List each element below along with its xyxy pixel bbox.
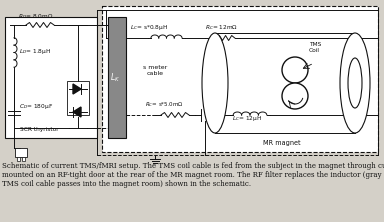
Text: $R_D$= 8.0m$\Omega$: $R_D$= 8.0m$\Omega$ [18, 12, 53, 21]
Text: Schematic of current TMS/fMRI setup. The TMS coil cable is fed from the subject : Schematic of current TMS/fMRI setup. The… [2, 162, 384, 170]
Text: s meter
cable: s meter cable [143, 65, 167, 76]
Text: $L_C$= s*0.8μH: $L_C$= s*0.8μH [130, 23, 168, 32]
Bar [22, 157, 25, 161]
Bar [17, 157, 20, 161]
Bar [5, 17, 97, 138]
Polygon shape [73, 84, 81, 94]
Text: SCR thyristor: SCR thyristor [20, 127, 59, 132]
Text: TMS coil cable passes into the magnet room) shown in the schematic.: TMS coil cable passes into the magnet ro… [2, 180, 251, 188]
Text: mounted on an RF-tight door at the rear of the MR magnet room. The RF filter rep: mounted on an RF-tight door at the rear … [2, 171, 384, 179]
Text: $L_K$: $L_K$ [110, 71, 120, 84]
Bar [102, 6, 378, 152]
Bar [108, 17, 126, 138]
Text: $R_C$= s*5.0m$\Omega$: $R_C$= s*5.0m$\Omega$ [145, 100, 184, 109]
Bar [15, 148, 27, 157]
Text: TMS
Coil: TMS Coil [309, 42, 321, 53]
Ellipse shape [340, 33, 370, 133]
Text: $C_m$: $C_m$ [207, 111, 216, 120]
Text: $C_D$= 180μF: $C_D$= 180μF [19, 102, 53, 111]
Polygon shape [73, 107, 81, 117]
Circle shape [282, 57, 308, 83]
Text: MR magnet: MR magnet [263, 140, 301, 146]
Text: $L_C$= 12μH: $L_C$= 12μH [232, 114, 262, 123]
Ellipse shape [202, 33, 228, 133]
Bar [67, 81, 89, 115]
Ellipse shape [348, 58, 362, 108]
Circle shape [282, 83, 308, 109]
Text: $L_D$= 1.8μH: $L_D$= 1.8μH [19, 47, 51, 56]
Text: $R_C$= 12m$\Omega$: $R_C$= 12m$\Omega$ [205, 23, 238, 32]
